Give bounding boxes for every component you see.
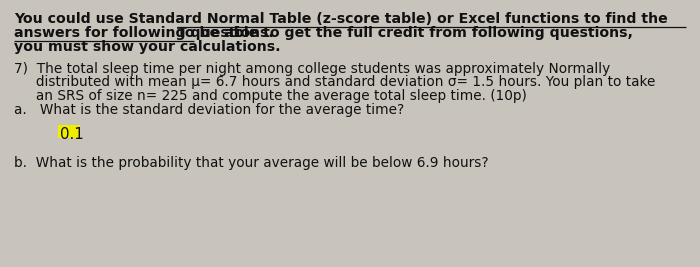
Text: You could use Standard Normal Table (z-score table) or Excel functions to find t: You could use Standard Normal Table (z-s… <box>14 12 668 26</box>
Text: 0.1: 0.1 <box>60 127 84 142</box>
FancyBboxPatch shape <box>58 124 80 138</box>
Text: answers for following questions.: answers for following questions. <box>14 26 279 40</box>
Text: b.  What is the probability that your average will be below 6.9 hours?: b. What is the probability that your ave… <box>14 155 489 170</box>
Text: distributed with mean μ= 6.7 hours and standard deviation σ= 1.5 hours. You plan: distributed with mean μ= 6.7 hours and s… <box>14 76 655 89</box>
Text: you must show your calculations.: you must show your calculations. <box>14 40 281 54</box>
Text: an SRS of size n= 225 and compute the average total sleep time. (10p): an SRS of size n= 225 and compute the av… <box>14 89 527 103</box>
Text: To be able to get the full credit from following questions,: To be able to get the full credit from f… <box>177 26 633 40</box>
Text: 7)  The total sleep time per night among college students was approximately Norm: 7) The total sleep time per night among … <box>14 62 610 76</box>
Text: a.   What is the standard deviation for the average time?: a. What is the standard deviation for th… <box>14 103 405 117</box>
